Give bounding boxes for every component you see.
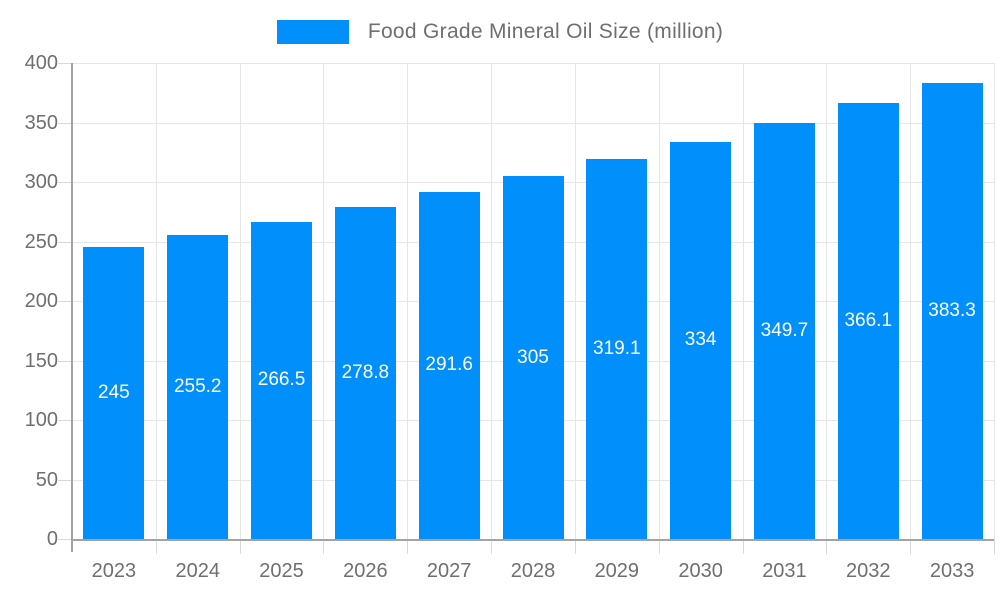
- x-axis-label: 2026: [343, 560, 388, 582]
- y-axis-line: [71, 63, 73, 552]
- y-axis-label: 0: [46, 528, 58, 550]
- x-axis-tick: [994, 539, 995, 554]
- x-axis-tick: [910, 539, 912, 554]
- gridline-vertical: [658, 63, 660, 539]
- gridline-vertical: [407, 63, 409, 539]
- bar-2030[interactable]: [670, 141, 732, 539]
- bar-value-label: 334: [684, 329, 717, 351]
- x-axis-tick: [239, 539, 241, 554]
- bar-2025[interactable]: [251, 221, 313, 539]
- bar-2029[interactable]: [586, 159, 648, 539]
- gridline-vertical: [994, 63, 995, 539]
- y-axis-tick: [58, 479, 72, 481]
- bar-value-label: 349.7: [760, 319, 809, 341]
- y-axis-tick: [58, 539, 72, 540]
- x-axis-tick: [574, 539, 576, 554]
- y-axis-label: 250: [24, 230, 58, 253]
- bar-2027[interactable]: [418, 191, 480, 539]
- y-axis-tick: [58, 241, 72, 243]
- x-axis-label: 2033: [929, 560, 975, 582]
- y-axis-label: 200: [24, 290, 58, 312]
- bar-value-label: 383.3: [928, 299, 976, 321]
- y-axis-tick: [58, 182, 72, 183]
- x-axis-tick: [323, 539, 325, 554]
- y-axis-tick: [58, 420, 72, 421]
- y-axis-tick: [58, 63, 72, 64]
- bar-2024[interactable]: [167, 235, 229, 539]
- x-axis-tick: [658, 539, 660, 554]
- y-axis-label: 50: [35, 468, 58, 491]
- gridline-horizontal: [72, 63, 994, 64]
- y-axis-label: 100: [24, 409, 58, 431]
- x-axis-label: 2023: [91, 560, 137, 582]
- y-axis-label: 150: [24, 349, 58, 372]
- bar-value-label: 319.1: [593, 338, 641, 360]
- bar-2026[interactable]: [334, 207, 396, 539]
- x-axis-tick: [742, 539, 744, 554]
- x-axis-label: 2028: [510, 560, 556, 582]
- bar-2033[interactable]: [921, 82, 983, 539]
- x-axis-tick: [491, 539, 493, 554]
- gridline-vertical: [155, 63, 157, 539]
- gridline-vertical: [742, 63, 744, 539]
- x-axis-label: 2030: [678, 560, 723, 582]
- x-axis-line: [72, 539, 994, 541]
- gridline-vertical: [323, 63, 325, 539]
- x-axis-label: 2025: [259, 560, 304, 582]
- gridline-vertical: [910, 63, 912, 539]
- y-axis-tick: [58, 301, 72, 302]
- x-axis-label: 2032: [846, 560, 891, 582]
- legend-label: Food Grade Mineral Oil Size (million): [367, 20, 724, 43]
- y-axis-label: 400: [24, 52, 58, 74]
- bar-value-label: 305: [517, 346, 549, 368]
- bar-value-label: 291.6: [425, 354, 473, 376]
- gridline-horizontal: [72, 122, 994, 124]
- bar-2031[interactable]: [753, 122, 815, 539]
- bar-value-label: 278.8: [341, 362, 390, 384]
- y-axis-tick: [58, 360, 72, 362]
- x-axis-tick: [826, 539, 828, 554]
- bar-value-label: 255.2: [173, 376, 222, 398]
- legend-item[interactable]: Food Grade Mineral Oil Size (million): [0, 20, 1000, 44]
- legend-swatch-icon: [276, 20, 349, 44]
- bar-2023[interactable]: [83, 247, 145, 539]
- gridline-vertical: [826, 63, 828, 539]
- bar-2032[interactable]: [837, 103, 899, 539]
- y-axis-tick: [58, 122, 72, 124]
- x-axis-label: 2024: [175, 560, 220, 582]
- gridline-vertical: [574, 63, 576, 539]
- x-axis-label: 2031: [762, 560, 807, 582]
- bar-value-label: 245: [98, 382, 130, 404]
- bar-value-label: 366.1: [844, 310, 893, 332]
- x-axis-label: 2029: [594, 560, 640, 582]
- bar-value-label: 266.5: [257, 369, 306, 391]
- x-axis-tick: [155, 539, 157, 554]
- x-axis-label: 2027: [426, 560, 472, 582]
- gridline-vertical: [491, 63, 493, 539]
- y-axis-label: 350: [24, 111, 58, 134]
- y-axis-label: 300: [24, 171, 58, 193]
- x-axis-tick: [407, 539, 409, 554]
- bar-2028[interactable]: [502, 176, 564, 539]
- gridline-vertical: [239, 63, 241, 539]
